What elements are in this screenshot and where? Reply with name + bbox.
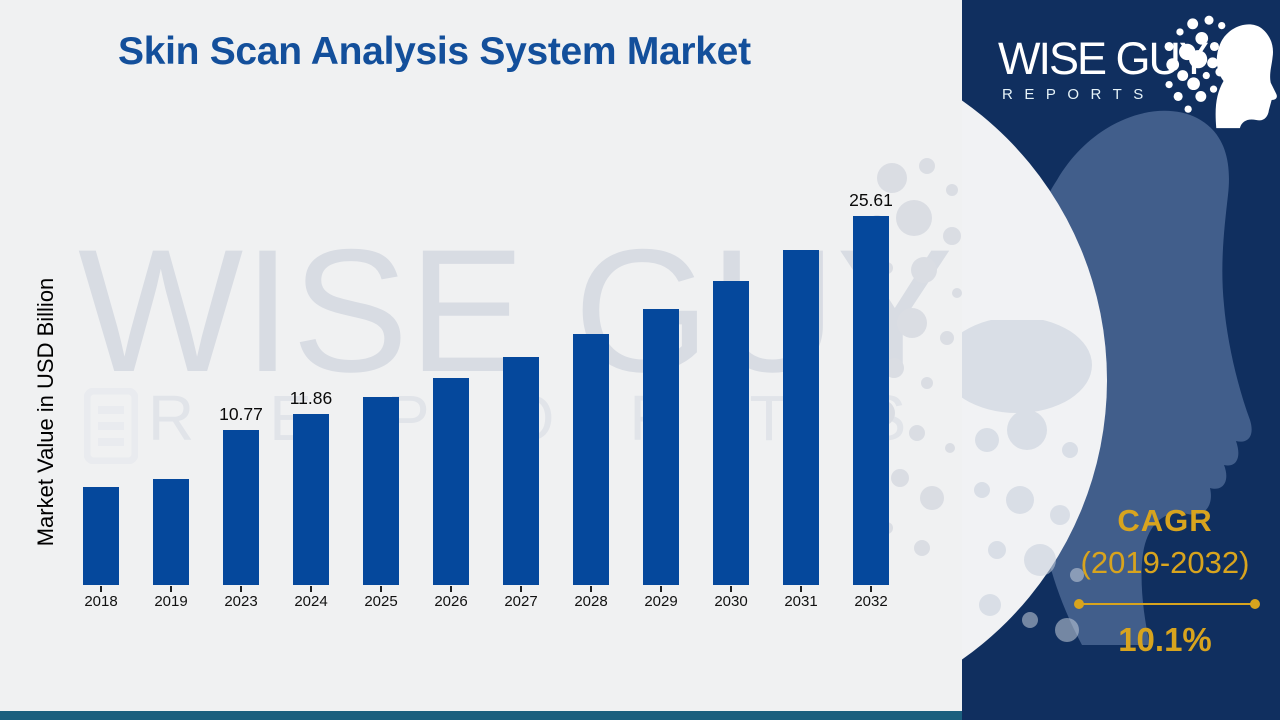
x-axis-tick <box>870 586 872 592</box>
y-axis-label: Market Value in USD Billion <box>33 277 58 547</box>
bar-value-label-2023: 10.77 <box>219 404 263 424</box>
x-axis-label-2026: 2026 <box>434 593 468 610</box>
bar-2019 <box>153 479 189 585</box>
x-axis-label-2025: 2025 <box>364 593 398 610</box>
x-axis-label-2024: 2024 <box>294 593 328 610</box>
x-axis-tick <box>800 586 802 592</box>
bar-2031 <box>783 250 819 585</box>
x-axis-label-2019: 2019 <box>154 593 188 610</box>
x-axis-label-2032: 2032 <box>854 593 888 610</box>
x-axis-label-2029: 2029 <box>644 593 678 610</box>
bar-2030 <box>713 281 749 585</box>
bar-value-label-2024: 11.86 <box>289 388 333 408</box>
x-axis-label-2027: 2027 <box>504 593 538 610</box>
bar-2032 <box>853 216 889 585</box>
x-axis-tick <box>520 586 522 592</box>
x-axis-tick <box>240 586 242 592</box>
bar-2018 <box>83 487 119 585</box>
logo-reports-text: REPORTS <box>1002 86 1155 103</box>
x-axis-label-2030: 2030 <box>714 593 748 610</box>
x-axis-label-2023: 2023 <box>224 593 258 610</box>
x-axis-label-2031: 2031 <box>784 593 818 610</box>
bar-2028 <box>573 334 609 585</box>
bottom-accent-strip <box>0 711 962 720</box>
x-axis-tick <box>450 586 452 592</box>
x-axis-tick <box>730 586 732 592</box>
cagr-heading: CAGR <box>1117 503 1213 538</box>
bar-2023 <box>223 430 259 585</box>
bar-2024 <box>293 414 329 585</box>
brand-side-panel: WISE GUY REPORTS CAGR (2019-2032) 10.1% <box>962 0 1280 720</box>
bar-2025 <box>363 397 399 585</box>
cagr-block: CAGR (2019-2032) 10.1% <box>1058 503 1272 659</box>
bar-2027 <box>503 357 539 585</box>
x-axis-tick <box>100 586 102 592</box>
chart-title: Skin Scan Analysis System Market <box>118 30 751 73</box>
cagr-divider-line <box>1074 599 1260 609</box>
cagr-range: (2019-2032) <box>1080 545 1250 580</box>
x-axis-tick <box>310 586 312 592</box>
bar-2029 <box>643 309 679 585</box>
watermark-logo-glyph <box>84 388 138 464</box>
x-axis-label-2018: 2018 <box>84 593 118 610</box>
bar-value-label-2032: 25.61 <box>849 190 893 210</box>
x-axis-label-2028: 2028 <box>574 593 608 610</box>
panel-dot-cluster <box>962 320 1092 642</box>
bar-2026 <box>433 378 469 585</box>
x-axis-tick <box>590 586 592 592</box>
x-axis-tick <box>170 586 172 592</box>
logo-head-icon <box>1164 15 1277 129</box>
x-axis-tick <box>380 586 382 592</box>
x-axis-tick <box>660 586 662 592</box>
cagr-value: 10.1% <box>1118 621 1212 658</box>
